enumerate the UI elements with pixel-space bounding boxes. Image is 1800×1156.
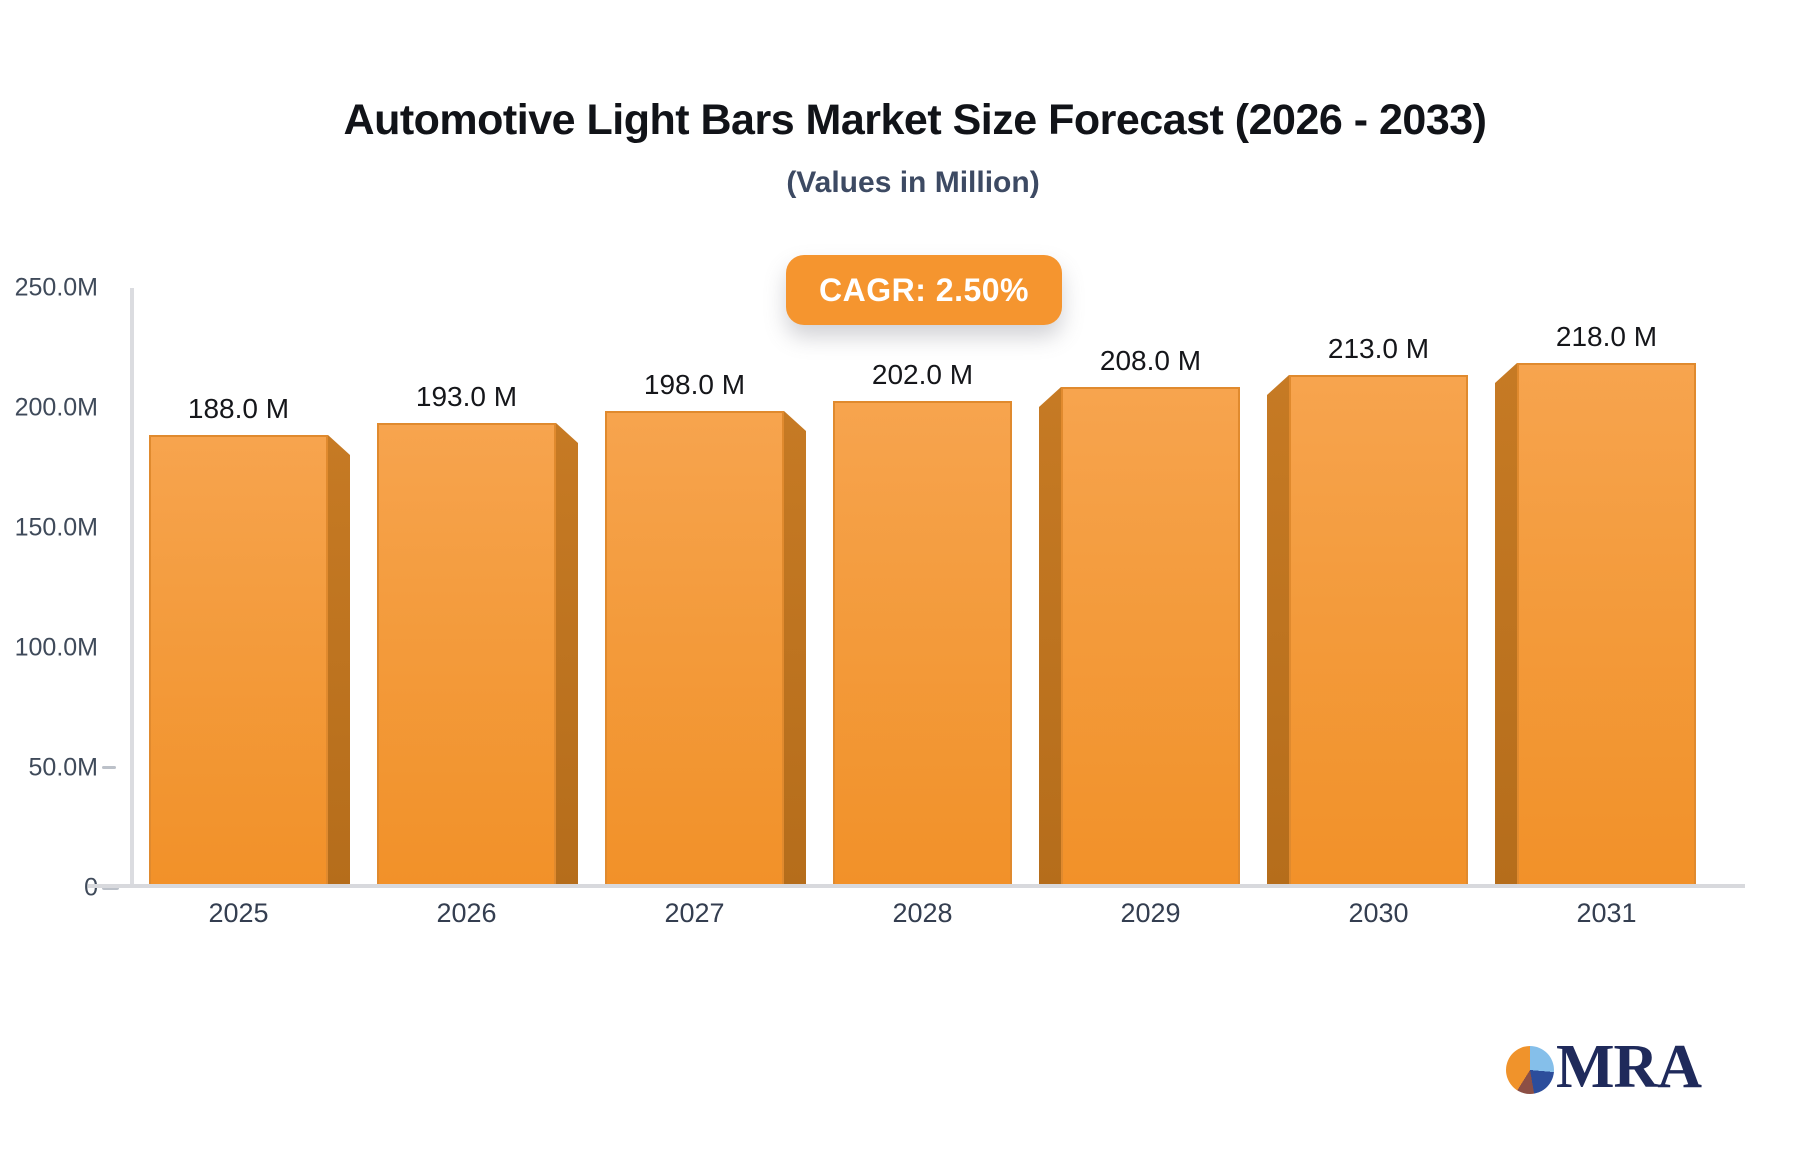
x-axis-label: 2029 (1120, 898, 1181, 928)
y-tick-label: 150.0M (14, 513, 98, 542)
bar-value-label: 218.0 M (1555, 321, 1658, 352)
x-axis-label: 2027 (664, 898, 725, 928)
cagr-badge: CAGR: 2.50% (786, 255, 1062, 325)
bar-2027 (605, 411, 784, 886)
bar-2030 (1289, 375, 1468, 886)
y-tick-label: 100.0M (14, 633, 98, 662)
y-tick-mark (102, 886, 119, 890)
bar-2028 (833, 401, 1012, 886)
x-axis-label: 2025 (208, 898, 269, 928)
y-tick-label: 50.0M (28, 753, 98, 782)
bar-value-label: 208.0 M (1099, 345, 1202, 376)
bar-side-face (784, 411, 806, 886)
y-tick-label: 250.0M (14, 273, 98, 302)
bar-2025 (149, 435, 328, 886)
bar-side-face (1267, 375, 1289, 886)
x-axis-label: 2026 (436, 898, 497, 928)
bar-2031 (1517, 363, 1696, 886)
bar-2029 (1061, 387, 1240, 886)
y-tick-label: 0 (0, 874, 98, 903)
bar-value-label: 198.0 M (643, 369, 746, 400)
bar-value-label: 188.0 M (187, 393, 290, 424)
bar-side-face (328, 435, 350, 886)
logo-text: MRA (1556, 1033, 1702, 1101)
chart-title: Automotive Light Bars Market Size Foreca… (343, 96, 1487, 144)
x-axis-label: 2031 (1576, 898, 1637, 928)
mra-logo: MRA (1504, 1033, 1704, 1108)
chart-subtitle: (Values in Million) (786, 166, 1040, 199)
bar-side-face (1039, 387, 1061, 886)
bar-side-face (1495, 363, 1517, 886)
y-tick-label: 200.0M (14, 393, 98, 422)
x-axis-baseline (88, 884, 1745, 888)
x-axis-label: 2030 (1348, 898, 1409, 928)
bar-value-label: 193.0 M (415, 381, 518, 412)
bar-side-face (556, 423, 578, 886)
x-axis-label: 2028 (892, 898, 953, 928)
y-tick-mark (102, 766, 116, 769)
bar-2026 (377, 423, 556, 886)
bar-value-label: 213.0 M (1327, 333, 1430, 364)
y-axis-line (130, 288, 134, 888)
bar-value-label: 202.0 M (871, 359, 974, 390)
pie-chart-logo-icon (1506, 1046, 1554, 1094)
